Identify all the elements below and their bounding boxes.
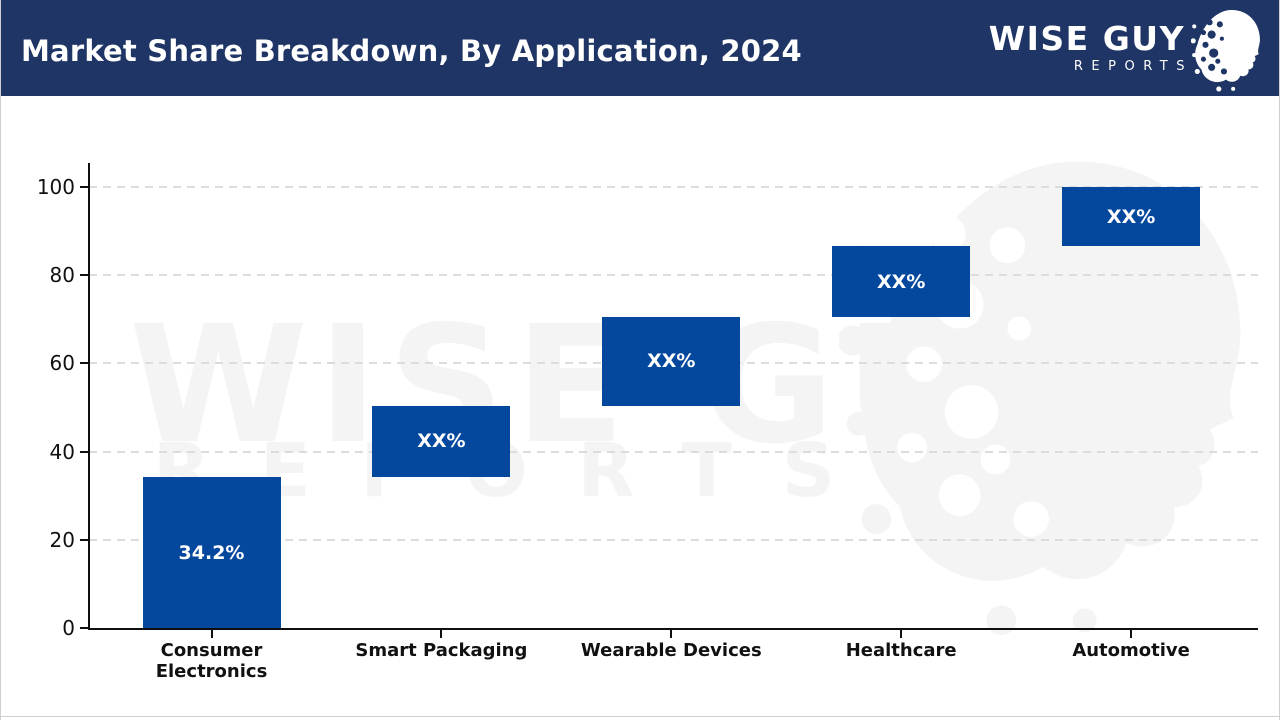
category-label-line: Electronics (155, 661, 268, 683)
brand-logo-text: WISE GUY REPORTS (989, 22, 1185, 74)
bar-value-label: XX% (417, 430, 466, 453)
category-label-line: Smart Packaging (355, 640, 528, 661)
header: Market Share Breakdown, By Application, … (1, 0, 1279, 96)
chart-bar: XX% (602, 317, 741, 406)
x-axis-tick (900, 630, 903, 638)
gridline (89, 274, 1258, 277)
brand-subname: REPORTS (1073, 59, 1193, 74)
y-axis-tick (80, 627, 88, 629)
brand-logo: WISE GUY REPORTS (989, 4, 1263, 94)
category-label-line: Healthcare (845, 640, 957, 661)
y-axis-tick-label: 100 (36, 175, 75, 199)
y-axis-tick-label: 40 (49, 439, 75, 464)
x-axis-tick (210, 630, 213, 638)
category-label-line: Automotive (1072, 640, 1190, 661)
gridline (89, 450, 1258, 453)
x-axis-tick (1130, 630, 1133, 638)
bar-value-label: XX% (647, 350, 696, 373)
chart-bar: 34.2% (142, 477, 281, 628)
chart-bar: XX% (832, 246, 971, 318)
y-axis-tick-label: 80 (49, 263, 75, 288)
y-axis-tick-label: 20 (49, 527, 75, 552)
chart-bar: XX% (1062, 187, 1201, 247)
y-axis-tick (80, 362, 88, 365)
dotted-head-icon (1191, 9, 1260, 92)
chart-bar: XX% (372, 405, 511, 478)
category-label: Wearable Devices (571, 640, 771, 661)
y-axis-tick (80, 450, 88, 453)
page-title: Market Share Breakdown, By Application, … (21, 34, 802, 68)
x-axis-line (88, 628, 1258, 630)
x-axis-tick (440, 630, 443, 638)
category-label-line: Wearable Devices (580, 640, 762, 661)
gridline (89, 186, 1258, 188)
gridline (89, 538, 1258, 541)
brand-name: WISE GUY (988, 19, 1185, 58)
y-axis-line (88, 163, 90, 628)
y-axis-tick (80, 538, 88, 541)
bar-value-label: XX% (1106, 205, 1156, 228)
category-label: Smart Packaging (341, 640, 541, 661)
category-label: Consumer Electronics (112, 640, 312, 682)
y-axis-tick (80, 186, 88, 188)
category-label: Automotive (1031, 640, 1231, 661)
y-axis-tick-label: 60 (49, 351, 75, 376)
page-bottom-border (1, 716, 1279, 717)
x-axis-tick (670, 630, 673, 638)
category-label: Healthcare (801, 640, 1001, 661)
bar-value-label: XX% (877, 270, 926, 293)
bar-value-label: 34.2% (178, 541, 245, 564)
y-axis-tick-label: 0 (62, 616, 75, 640)
category-label-line: Consumer (160, 640, 263, 661)
y-axis-tick (80, 274, 88, 277)
